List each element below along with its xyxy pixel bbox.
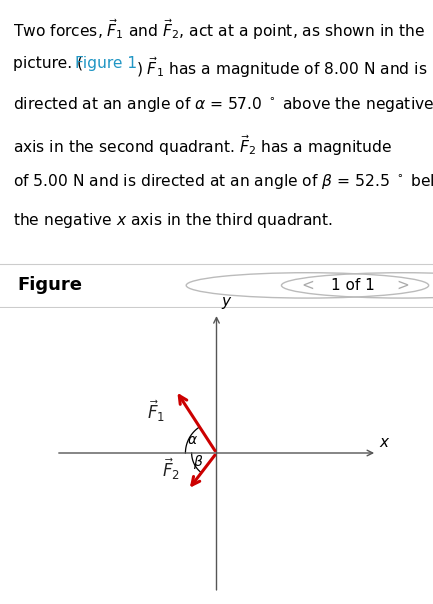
Text: $\beta$: $\beta$: [193, 453, 203, 471]
Text: directed at an angle of $\alpha$ = 57.0 $^\circ$ above the negative $x$: directed at an angle of $\alpha$ = 57.0 …: [13, 95, 433, 114]
Text: Figure 1: Figure 1: [75, 56, 137, 71]
Text: of 5.00 N and is directed at an angle of $\beta$ = 52.5 $^\circ$ below: of 5.00 N and is directed at an angle of…: [13, 172, 433, 191]
Text: axis in the second quadrant. $\vec{F}_2$ has a magnitude: axis in the second quadrant. $\vec{F}_2$…: [13, 133, 392, 158]
Text: picture. (: picture. (: [13, 56, 83, 71]
Text: <: <: [301, 278, 314, 293]
Text: 1 of 1: 1 of 1: [331, 278, 375, 293]
Text: $\vec{F}_1$: $\vec{F}_1$: [147, 399, 165, 424]
Text: Two forces, $\vec{F}_1$ and $\vec{F}_2$, act at a point, as shown in the: Two forces, $\vec{F}_1$ and $\vec{F}_2$,…: [13, 18, 425, 42]
Text: Figure: Figure: [17, 277, 82, 294]
Text: >: >: [396, 278, 409, 293]
Text: $x$: $x$: [379, 435, 391, 450]
Text: $\vec{F}_2$: $\vec{F}_2$: [162, 456, 180, 481]
Text: the negative $x$ axis in the third quadrant.: the negative $x$ axis in the third quadr…: [13, 211, 333, 230]
Text: $y$: $y$: [221, 295, 232, 311]
Text: $\alpha$: $\alpha$: [187, 433, 198, 447]
Text: ) $\vec{F}_1$ has a magnitude of 8.00 N and is: ) $\vec{F}_1$ has a magnitude of 8.00 N …: [136, 56, 427, 80]
